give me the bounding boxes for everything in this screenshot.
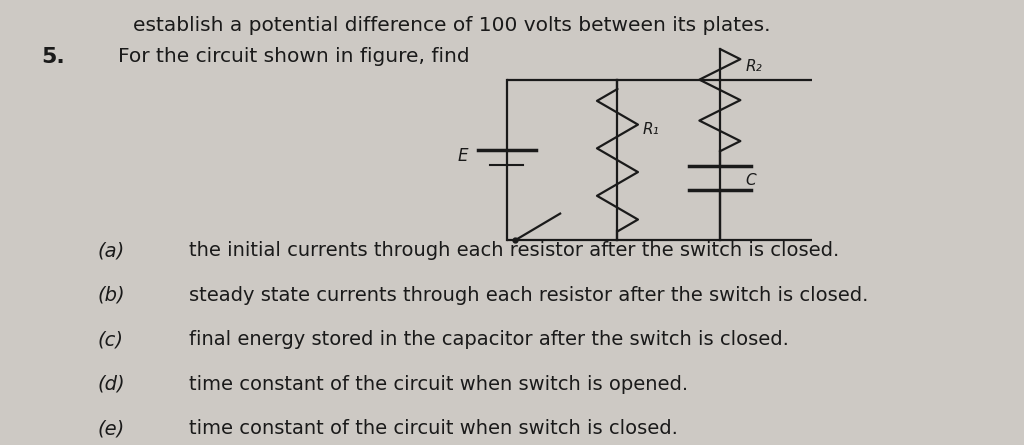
Text: (a): (a) bbox=[97, 241, 125, 260]
Text: steady state currents through each resistor after the switch is closed.: steady state currents through each resis… bbox=[189, 286, 868, 305]
Text: E: E bbox=[458, 147, 468, 165]
Text: R₂: R₂ bbox=[745, 59, 762, 74]
Text: (c): (c) bbox=[97, 330, 123, 349]
Text: (d): (d) bbox=[97, 375, 125, 394]
Text: the initial currents through each resistor after the switch is closed.: the initial currents through each resist… bbox=[189, 241, 840, 260]
Text: (e): (e) bbox=[97, 419, 125, 438]
Text: time constant of the circuit when switch is closed.: time constant of the circuit when switch… bbox=[189, 419, 678, 438]
Text: establish a potential difference of 100 volts between its plates.: establish a potential difference of 100 … bbox=[133, 16, 771, 35]
Text: time constant of the circuit when switch is opened.: time constant of the circuit when switch… bbox=[189, 375, 688, 394]
Text: C: C bbox=[745, 173, 756, 188]
Text: R₁: R₁ bbox=[643, 121, 659, 137]
Text: 5.: 5. bbox=[41, 47, 65, 67]
Text: (b): (b) bbox=[97, 286, 125, 305]
Text: For the circuit shown in figure, find: For the circuit shown in figure, find bbox=[118, 47, 469, 66]
Text: final energy stored in the capacitor after the switch is closed.: final energy stored in the capacitor aft… bbox=[189, 330, 790, 349]
